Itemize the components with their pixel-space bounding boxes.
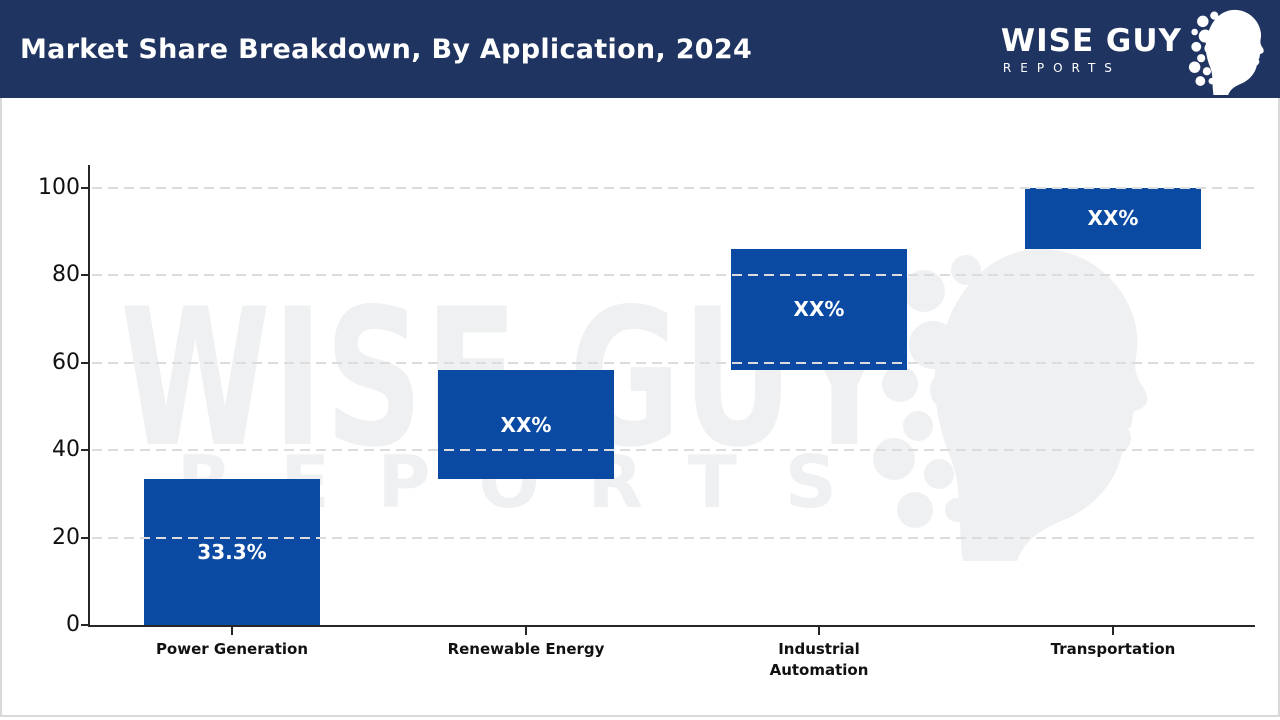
- y-tick-mark: [81, 186, 89, 189]
- bar-value-label: 33.3%: [197, 540, 267, 565]
- y-tick-label-40: 40: [52, 437, 80, 462]
- y-tick-mark: [81, 274, 89, 276]
- y-tick-label-0: 0: [66, 612, 80, 637]
- bar-power-generation: 33.3%: [144, 479, 320, 625]
- brand-subname: REPORTS: [1002, 60, 1121, 75]
- bar-value-label: XX%: [793, 297, 845, 322]
- brand-name: WISE GUY: [1000, 22, 1182, 59]
- bar-transportation: XX%: [1025, 187, 1201, 249]
- x-tick-mark: [525, 627, 527, 635]
- y-tick-mark: [81, 624, 89, 626]
- y-tick-label-100: 100: [38, 174, 80, 200]
- y-tick-mark: [81, 449, 89, 451]
- x-category-label-transportation: Transportation: [1050, 640, 1176, 658]
- y-tick-mark: [81, 536, 89, 539]
- x-category-label-renewable-energy: Renewable Energy: [447, 640, 605, 658]
- y-tick-label-80: 80: [52, 262, 80, 287]
- y-axis-spine: [88, 165, 90, 627]
- gridline-40: [92, 449, 1255, 451]
- x-tick-mark: [231, 627, 233, 635]
- gridline-100: [92, 186, 1255, 189]
- x-axis-spine: [88, 625, 1255, 627]
- x-tick-mark: [1112, 627, 1114, 635]
- y-tick-label-20: 20: [52, 524, 80, 550]
- x-tick-mark: [818, 627, 820, 635]
- brand-logo-text: WISE GUY REPORTS: [1000, 22, 1182, 75]
- y-tick-mark: [81, 361, 89, 364]
- x-category-label-industrial-automation: Industrial Automation: [769, 640, 869, 679]
- gridline-20: [92, 536, 1255, 539]
- brand-logo: WISE GUY REPORTS: [1001, 4, 1272, 96]
- y-tick-label-60: 60: [52, 349, 80, 375]
- chart-canvas: WISE GUY REPORTS 33.3% XX% XX% XX% 0 20 40 60 80…: [0, 98, 1280, 717]
- head-profile-icon: [1188, 9, 1264, 95]
- gridline-60: [92, 361, 1255, 364]
- page-title: Market Share Breakdown, By Application, …: [20, 34, 753, 65]
- bar-value-label: XX%: [500, 412, 552, 437]
- x-category-label-power-generation: Power Generation: [155, 640, 309, 658]
- header: Market Share Breakdown, By Application, …: [0, 0, 1280, 98]
- bar-industrial-automation: XX%: [731, 248, 907, 370]
- watermark-head-profile-icon: [873, 249, 1148, 561]
- gridline-80: [92, 274, 1255, 276]
- bar-renewable-energy: XX%: [438, 369, 614, 480]
- bar-value-label: XX%: [1087, 206, 1139, 231]
